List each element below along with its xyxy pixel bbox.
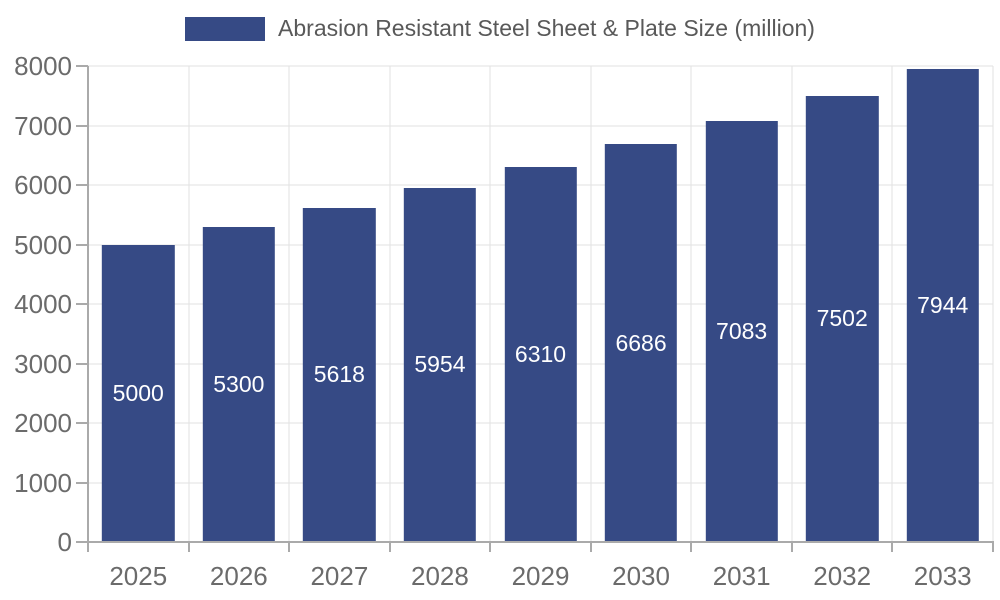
x-tick	[388, 542, 391, 552]
x-axis-ticks	[87, 542, 994, 552]
v-gridline	[389, 66, 391, 542]
y-tick-label: 5000	[14, 229, 72, 260]
v-gridline	[891, 66, 893, 542]
x-tick-label-2032: 2032	[813, 561, 872, 591]
bar-2028[interactable]: 5954	[403, 187, 477, 542]
x-tick-label-2027: 2027	[310, 561, 369, 591]
x-tick	[87, 542, 89, 552]
y-tick	[76, 65, 88, 67]
y-tick-label: 1000	[14, 467, 72, 498]
bar-value-label: 5000	[112, 379, 164, 406]
y-tick	[76, 243, 88, 246]
x-tick-label-2033: 2033	[913, 561, 972, 591]
x-tick	[790, 542, 793, 552]
y-axis-ticks	[76, 65, 88, 543]
x-tick	[288, 542, 291, 552]
y-tick	[76, 481, 88, 484]
h-gridline	[88, 125, 993, 126]
v-gridline	[489, 66, 491, 542]
v-gridline	[992, 66, 994, 542]
v-gridline	[590, 66, 592, 542]
y-axis: 0 1000 2000 3000 4000 5000 6000 7000 8000	[0, 53, 72, 555]
x-tick-label-2026: 2026	[209, 561, 268, 591]
v-gridline	[288, 66, 290, 542]
bar-value-label: 6310	[514, 340, 567, 367]
y-tick-label: 2000	[14, 408, 72, 438]
y-tick-label: 3000	[14, 348, 72, 379]
v-gridline	[791, 66, 793, 542]
legend-label: Abrasion Resistant Steel Sheet & Plate S…	[278, 15, 815, 41]
y-tick	[76, 422, 88, 424]
bar-2026[interactable]: 5300	[202, 226, 276, 542]
bar-2031[interactable]: 7083	[705, 120, 778, 542]
y-tick	[76, 184, 88, 186]
bar-value-label: 7944	[917, 292, 969, 319]
x-tick-label-2025: 2025	[109, 561, 168, 591]
h-gridline	[88, 65, 993, 67]
v-gridline	[188, 66, 190, 542]
bar-2025[interactable]: 5000	[102, 244, 175, 542]
x-axis: 2025 2026 2027 2028 2029 2030 2031 2032 2033	[88, 560, 993, 592]
y-tick	[76, 541, 88, 543]
bar-2027[interactable]: 5618	[303, 207, 376, 542]
bar-2032[interactable]: 7502	[805, 95, 879, 542]
bar-value-label: 5618	[313, 361, 365, 388]
bar-value-label: 5300	[213, 370, 265, 397]
y-tick	[76, 124, 88, 127]
x-tick	[891, 542, 894, 552]
x-tick	[187, 542, 190, 552]
x-tick-label-2029: 2029	[511, 561, 570, 591]
x-axis-line	[87, 541, 994, 543]
bar-2030[interactable]: 6686	[604, 144, 678, 542]
y-tick-label: 8000	[14, 51, 72, 81]
x-tick	[690, 542, 693, 552]
bar-value-label: 6686	[615, 329, 667, 356]
y-tick-label: 6000	[14, 170, 72, 200]
v-gridline	[690, 66, 692, 542]
y-tick-label: 7000	[14, 110, 72, 141]
x-tick-label-2028: 2028	[411, 561, 469, 591]
y-axis-line	[87, 66, 89, 542]
y-tick	[76, 362, 88, 365]
bar-2033[interactable]: 7944	[906, 69, 979, 542]
bar-value-label: 7083	[716, 317, 768, 344]
plot-area: 5000 5300 5618 5954 6310 6686 7083 7502 7944	[87, 65, 994, 543]
x-tick-label-2030: 2030	[612, 561, 670, 591]
legend[interactable]: Abrasion Resistant Steel Sheet & Plate S…	[0, 15, 1000, 42]
x-tick	[589, 542, 592, 552]
x-tick	[489, 542, 492, 552]
y-tick	[76, 303, 88, 305]
legend-swatch	[185, 16, 266, 41]
x-tick	[992, 542, 994, 552]
bar-value-label: 5954	[414, 351, 466, 378]
bar-value-label: 7502	[816, 305, 868, 332]
y-tick-label: 0	[57, 527, 72, 557]
x-tick-label-2031: 2031	[712, 561, 771, 591]
y-tick-label: 4000	[14, 289, 72, 319]
bar-2029[interactable]: 6310	[504, 166, 577, 542]
